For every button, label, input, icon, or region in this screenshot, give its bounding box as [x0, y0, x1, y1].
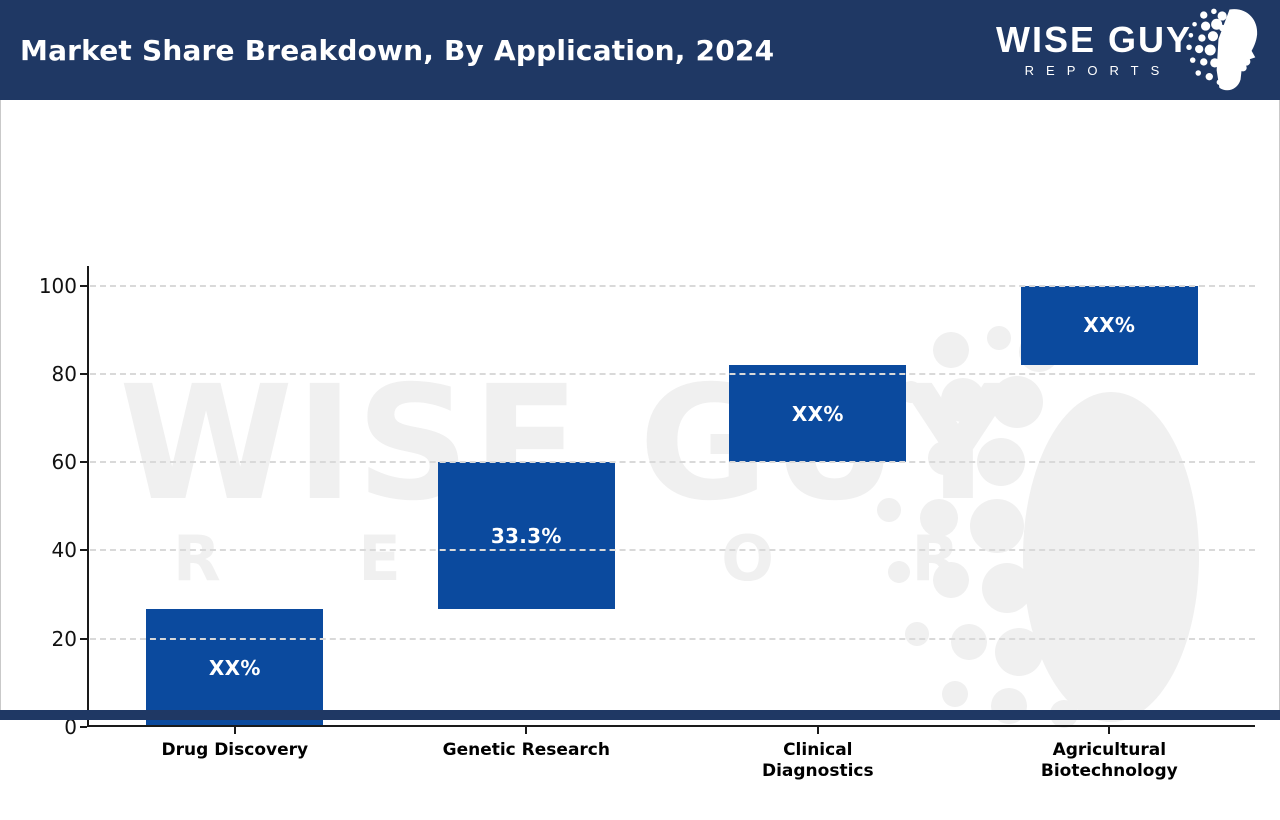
x-tick-3	[1108, 727, 1111, 734]
wiseguy-face-icon	[1186, 8, 1258, 91]
wiseguy-logo: WISE GUY REPORTS	[996, 4, 1270, 96]
gridline-y20	[90, 637, 1255, 640]
bar-genetic-research: 33.3%	[437, 462, 615, 610]
bar-clinical-diagnostics: XX%	[729, 365, 907, 463]
gridline-y80	[90, 372, 1255, 375]
x-axis-label-1: Genetic Research	[442, 740, 610, 760]
gridline-y40	[90, 549, 1255, 552]
chart-canvas: WISE GUY R E P O R T S 0 20 40 60 80 100 XX% Dr…	[0, 100, 1280, 781]
y-tick-40	[80, 549, 87, 552]
bar-value-label: XX%	[791, 401, 844, 426]
y-tick-100	[80, 284, 87, 287]
x-axis-label-0: Drug Discovery	[161, 740, 309, 760]
y-tick-60	[80, 461, 87, 464]
x-tick-0	[233, 727, 236, 734]
y-axis-line	[87, 266, 89, 727]
wiseguy-logo-name: WISE GUY	[995, 19, 1192, 60]
y-tick-80	[80, 372, 87, 375]
y-tick-label-80: 80	[51, 361, 77, 386]
bar-value-label: XX%	[1083, 313, 1136, 338]
x-tick-2	[816, 727, 819, 734]
bar-agricultural-biotechnology: XX%	[1020, 285, 1198, 365]
y-tick-label-40: 40	[51, 538, 77, 563]
bar-value-label: XX%	[208, 656, 261, 681]
y-tick-label-100: 100	[38, 273, 77, 298]
y-tick-0	[80, 726, 87, 728]
footer-bar	[0, 710, 1280, 720]
bar-drug-discovery: XX%	[146, 609, 324, 727]
x-tick-1	[525, 727, 528, 734]
y-tick-label-20: 20	[51, 626, 77, 651]
x-axis-label-2: Clinical Diagnostics	[761, 740, 874, 781]
bar-value-label: 33.3%	[490, 523, 562, 548]
page-title: Market Share Breakdown, By Application, …	[20, 33, 775, 67]
x-axis-line	[87, 725, 1255, 727]
gridline-y60	[90, 461, 1255, 464]
watermark-face-icon	[877, 326, 1199, 728]
wiseguy-logo-text: WISE GUY REPORTS	[995, 19, 1192, 79]
y-tick-label-60: 60	[51, 450, 77, 475]
gridline-y100	[90, 284, 1255, 287]
y-tick-20	[80, 637, 87, 640]
x-axis-label-3: Agricultural Biotechnology	[1040, 740, 1178, 781]
header-bar: Market Share Breakdown, By Application, …	[0, 0, 1280, 100]
wiseguy-logo-sub: REPORTS	[1024, 63, 1172, 78]
